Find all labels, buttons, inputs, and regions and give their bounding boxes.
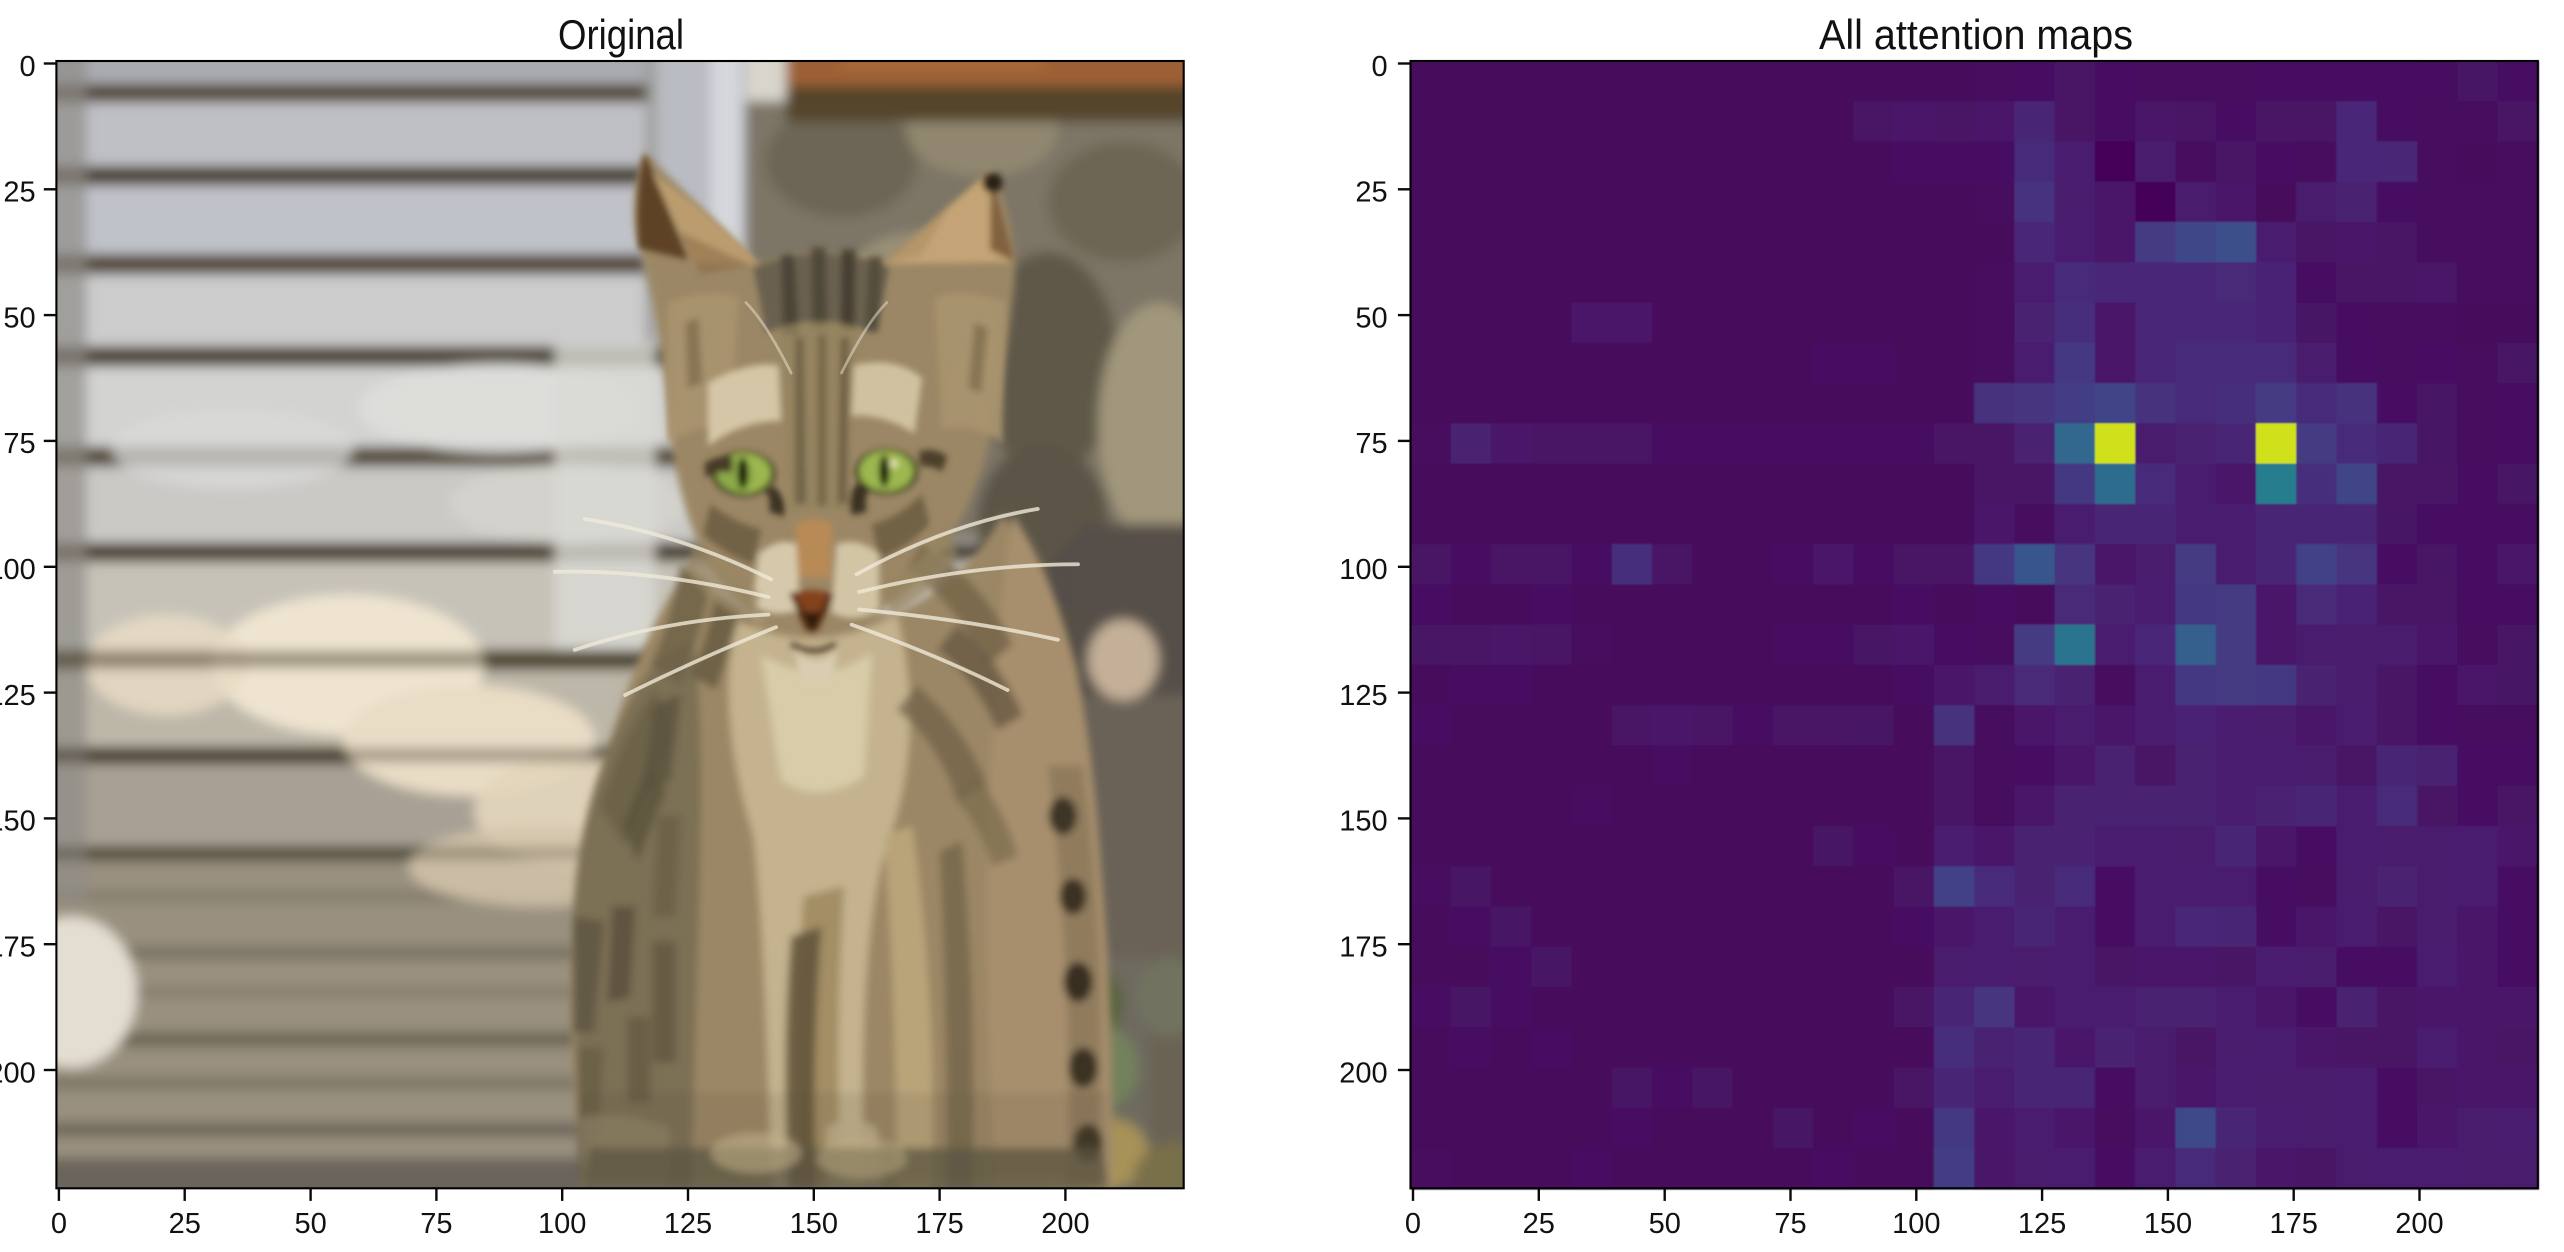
svg-text:50: 50 bbox=[1649, 1208, 1681, 1240]
svg-text:125: 125 bbox=[664, 1208, 712, 1240]
svg-text:125: 125 bbox=[1339, 680, 1387, 712]
svg-text:100: 100 bbox=[1339, 554, 1387, 586]
svg-text:0: 0 bbox=[51, 1208, 67, 1240]
svg-text:150: 150 bbox=[1339, 806, 1387, 838]
svg-text:100: 100 bbox=[0, 554, 36, 586]
svg-text:125: 125 bbox=[2018, 1208, 2066, 1240]
svg-text:125: 125 bbox=[0, 680, 36, 712]
svg-text:175: 175 bbox=[1339, 932, 1387, 964]
svg-text:0: 0 bbox=[1371, 51, 1387, 83]
svg-text:150: 150 bbox=[790, 1208, 838, 1240]
svg-text:50: 50 bbox=[294, 1208, 326, 1240]
svg-text:0: 0 bbox=[20, 51, 36, 83]
svg-text:100: 100 bbox=[538, 1208, 586, 1240]
svg-text:75: 75 bbox=[420, 1208, 452, 1240]
svg-text:175: 175 bbox=[0, 932, 36, 964]
svg-text:200: 200 bbox=[1339, 1057, 1387, 1089]
svg-text:50: 50 bbox=[1355, 302, 1387, 334]
svg-text:150: 150 bbox=[2144, 1208, 2192, 1240]
svg-text:25: 25 bbox=[1523, 1208, 1555, 1240]
svg-text:Original: Original bbox=[558, 11, 684, 58]
svg-text:200: 200 bbox=[2395, 1208, 2443, 1240]
svg-text:175: 175 bbox=[915, 1208, 963, 1240]
svg-text:0: 0 bbox=[1405, 1208, 1421, 1240]
svg-text:150: 150 bbox=[0, 806, 36, 838]
svg-text:75: 75 bbox=[3, 428, 35, 460]
svg-text:25: 25 bbox=[169, 1208, 201, 1240]
svg-text:25: 25 bbox=[3, 177, 35, 209]
svg-text:100: 100 bbox=[1892, 1208, 1940, 1240]
svg-text:200: 200 bbox=[1041, 1208, 1089, 1240]
svg-text:200: 200 bbox=[0, 1057, 36, 1089]
svg-text:50: 50 bbox=[3, 302, 35, 334]
svg-text:75: 75 bbox=[1774, 1208, 1806, 1240]
svg-text:175: 175 bbox=[2270, 1208, 2318, 1240]
svg-text:All attention maps: All attention maps bbox=[1819, 11, 2133, 58]
svg-text:75: 75 bbox=[1355, 428, 1387, 460]
svg-text:25: 25 bbox=[1355, 177, 1387, 209]
